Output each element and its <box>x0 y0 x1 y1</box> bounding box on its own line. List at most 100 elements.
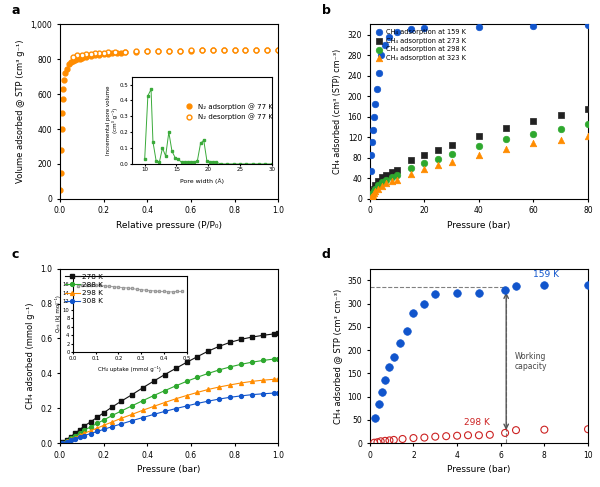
CH₄ adsorption at 323 K <box>447 158 457 166</box>
308 K <box>59 440 66 446</box>
N₂ desorption @ 77 K <box>87 51 94 56</box>
CH₄ adsorption at 159 K <box>406 26 416 34</box>
N₂ adsorption @ 77 K <box>57 170 64 176</box>
308 K <box>150 412 157 417</box>
288 K <box>275 356 282 361</box>
308 K <box>161 409 169 414</box>
CH₄ adsorption at 323 K <box>406 170 416 178</box>
308 K <box>215 396 223 402</box>
N₂ desorption @ 77 K <box>209 47 217 53</box>
Line: N₂ adsorption @ 77 K: N₂ adsorption @ 77 K <box>58 48 281 192</box>
Point <box>583 425 593 433</box>
CH₄ adsorption at 273 K <box>377 173 387 181</box>
N₂ adsorption @ 77 K <box>65 61 73 67</box>
N₂ desorption @ 77 K <box>122 49 129 55</box>
308 K <box>67 437 74 443</box>
278 K <box>94 414 101 420</box>
Point <box>539 281 549 289</box>
N₂ adsorption @ 77 K <box>231 47 238 53</box>
288 K <box>100 417 107 423</box>
278 K <box>270 331 277 337</box>
CH₄ adsorption at 273 K <box>367 191 376 199</box>
CH₄ adsorption at 159 K <box>474 23 484 31</box>
298 K <box>139 407 146 413</box>
308 K <box>87 431 94 436</box>
Point <box>409 309 418 317</box>
Text: d: d <box>322 248 331 261</box>
N₂ desorption @ 77 K <box>155 48 162 54</box>
CH₄ adsorption at 298 K <box>367 190 377 198</box>
308 K <box>109 424 116 430</box>
N₂ adsorption @ 77 K <box>176 48 184 54</box>
N₂ adsorption @ 77 K <box>91 53 98 58</box>
N₂ adsorption @ 77 K <box>155 48 162 54</box>
X-axis label: Relative pressure (P/P₀): Relative pressure (P/P₀) <box>116 221 222 230</box>
298 K <box>128 412 136 417</box>
278 K <box>161 372 169 377</box>
CH₄ adsorption at 298 K <box>366 193 376 201</box>
278 K <box>275 330 282 336</box>
X-axis label: Pressure (bar): Pressure (bar) <box>447 221 511 230</box>
Point <box>374 400 383 408</box>
CH₄ adsorption at 298 K <box>419 159 429 167</box>
Point <box>389 436 398 444</box>
CH₄ adsorption at 323 K <box>583 132 593 140</box>
CH₄ adsorption at 323 K <box>392 176 402 184</box>
298 K <box>71 435 79 441</box>
CH₄ adsorption at 159 K <box>529 22 538 30</box>
Legend: 278 K, 288 K, 298 K, 308 K: 278 K, 288 K, 298 K, 308 K <box>64 272 104 306</box>
N₂ desorption @ 77 K <box>198 47 205 53</box>
278 K <box>227 339 234 345</box>
308 K <box>76 434 83 440</box>
CH₄ adsorption at 159 K <box>370 100 380 108</box>
CH₄ adsorption at 159 K <box>384 33 394 41</box>
298 K <box>205 387 212 393</box>
278 K <box>128 392 136 397</box>
CH₄ adsorption at 323 K <box>366 194 376 202</box>
288 K <box>194 375 201 380</box>
N₂ adsorption @ 77 K <box>60 86 67 92</box>
Point <box>583 281 593 289</box>
N₂ adsorption @ 77 K <box>70 58 77 64</box>
278 K <box>67 433 74 439</box>
Point <box>430 290 440 298</box>
N₂ adsorption @ 77 K <box>209 47 217 53</box>
308 K <box>118 421 125 427</box>
CH₄ adsorption at 159 K <box>367 138 377 146</box>
N₂ adsorption @ 77 K <box>76 56 83 61</box>
278 K <box>87 419 94 425</box>
N₂ desorption @ 77 K <box>91 50 98 56</box>
Point <box>395 339 405 347</box>
X-axis label: Pressure (bar): Pressure (bar) <box>447 466 511 474</box>
278 K <box>80 423 88 429</box>
N₂ adsorption @ 77 K <box>95 52 103 58</box>
CH₄ adsorption at 323 K <box>419 165 429 173</box>
CH₄ adsorption at 159 K <box>369 113 379 121</box>
CH₄ adsorption at 298 K <box>377 178 387 186</box>
N₂ adsorption @ 77 K <box>187 48 194 54</box>
278 K <box>63 437 70 443</box>
298 K <box>150 403 157 409</box>
278 K <box>172 366 179 372</box>
CH₄ adsorption at 159 K <box>419 24 429 32</box>
CH₄ adsorption at 273 K <box>370 181 380 189</box>
CH₄ adsorption at 323 K <box>367 193 376 201</box>
Point <box>419 434 429 442</box>
278 K <box>150 378 157 384</box>
278 K <box>248 334 256 340</box>
288 K <box>128 403 136 409</box>
CH₄ adsorption at 298 K <box>387 173 397 181</box>
N₂ desorption @ 77 K <box>104 50 112 56</box>
CH₄ adsorption at 273 K <box>502 124 511 132</box>
308 K <box>270 390 277 396</box>
Line: 288 K: 288 K <box>60 356 280 445</box>
Point <box>511 282 521 290</box>
288 K <box>67 435 74 441</box>
308 K <box>248 392 256 397</box>
CH₄ adsorption at 273 K <box>382 171 391 179</box>
N₂ adsorption @ 77 K <box>122 50 129 56</box>
288 K <box>118 408 125 414</box>
Point <box>452 289 462 297</box>
298 K <box>76 432 83 438</box>
CH₄ adsorption at 298 K <box>502 135 511 143</box>
